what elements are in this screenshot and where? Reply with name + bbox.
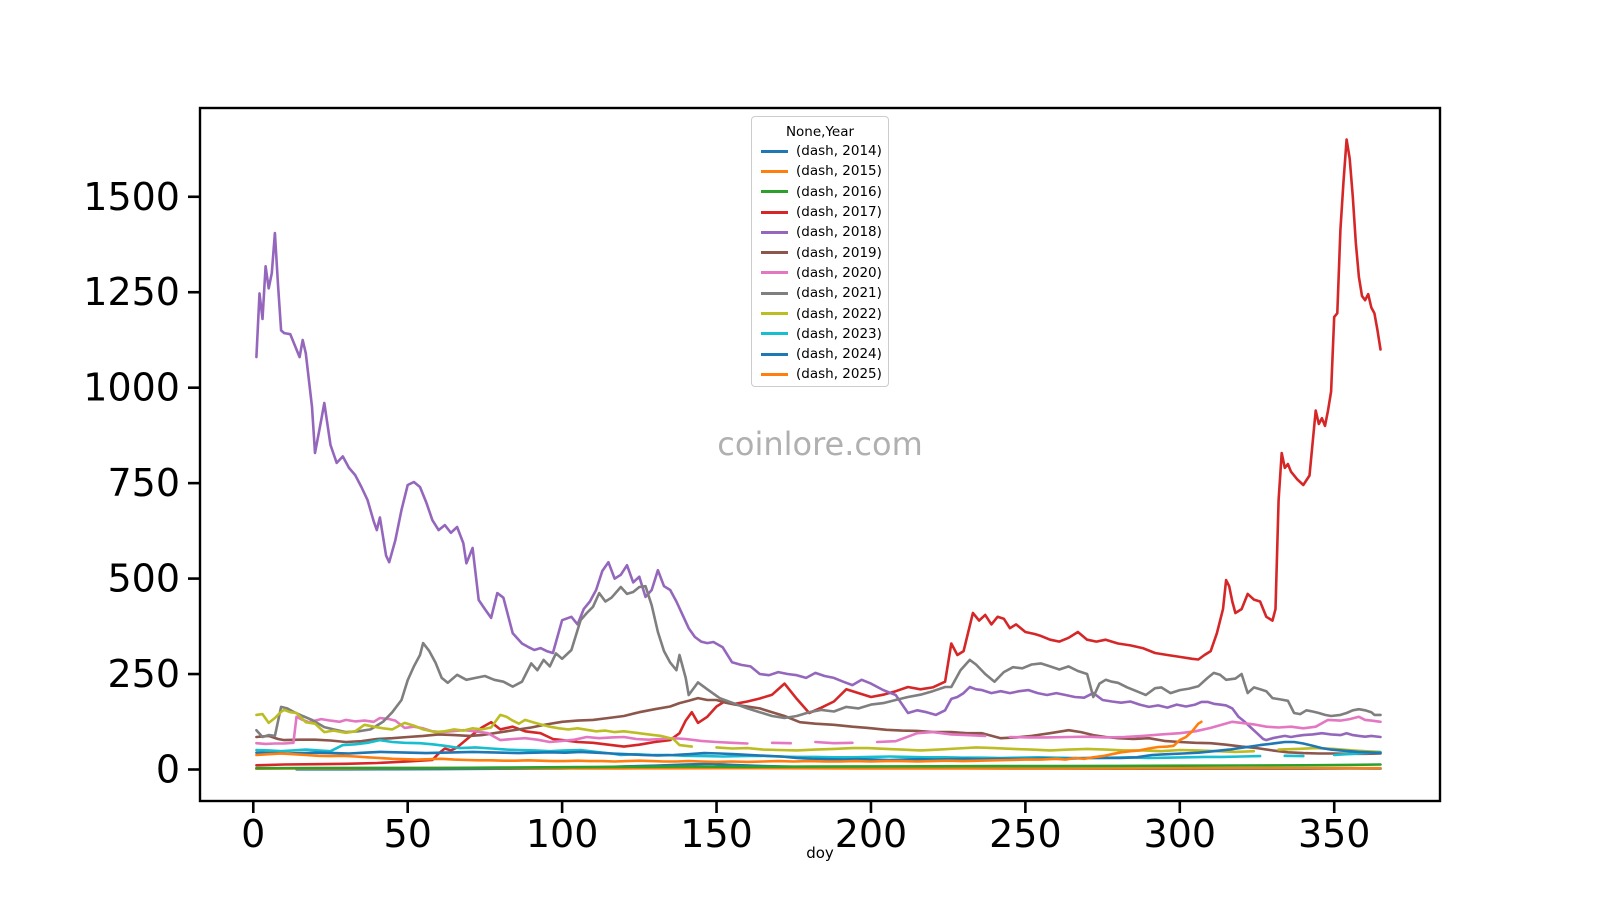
legend-item-label: (dash, 2016) [796, 183, 882, 200]
legend-item-dash-2021: (dash, 2021) [752, 283, 888, 303]
series-line-2025 [255, 720, 1203, 764]
legend-line-swatch [761, 352, 788, 356]
legend-item-dash-2017: (dash, 2017) [752, 202, 888, 222]
series-layer [255, 138, 1382, 771]
x-tick-label: 200 [835, 812, 908, 856]
y-tick-label: 1000 [83, 366, 180, 410]
legend-line-swatch [761, 312, 788, 316]
x-tick-label: 0 [241, 812, 265, 856]
ticks-layer: 0 50 100 150 200 250 300 350 0 250 500 750 1000 1250 1… [83, 175, 1370, 856]
legend-item-dash-2014: (dash, 2014) [752, 141, 888, 161]
y-tick-label: 500 [107, 557, 180, 601]
legend-line-swatch [761, 291, 788, 295]
legend-item-label: (dash, 2018) [796, 224, 882, 241]
y-tick-label: 0 [156, 748, 180, 792]
x-tick-label: 300 [1144, 812, 1217, 856]
y-tick-label: 1250 [83, 270, 180, 314]
legend-line-swatch [761, 372, 788, 376]
legend-item-label: (dash, 2017) [796, 204, 882, 221]
legend-item-label: (dash, 2025) [796, 366, 882, 383]
legend-line-swatch [761, 169, 788, 173]
legend-rows: (dash, 2014) (dash, 2015) (dash, 2016) (das… [752, 141, 888, 385]
legend-line-swatch [761, 149, 788, 153]
series-line-2017 [255, 138, 1382, 767]
legend-item-label: (dash, 2015) [796, 163, 882, 180]
x-tick-label: 150 [680, 812, 753, 856]
legend-item-dash-2025: (dash, 2025) [752, 364, 888, 384]
legend-line-swatch [761, 332, 788, 336]
legend-item-label: (dash, 2020) [796, 264, 882, 281]
legend-item-dash-2024: (dash, 2024) [752, 344, 888, 364]
series-line-2024 [255, 740, 1382, 762]
legend-title: None,Year [785, 124, 855, 140]
series-line-2019 [255, 696, 1382, 756]
x-tick-label: 50 [384, 812, 432, 856]
legend-item-label: (dash, 2021) [796, 285, 882, 302]
legend-box: None,Year (dash, 2014) (dash, 2015) (dash,… [751, 116, 889, 387]
legend-line-swatch [761, 251, 788, 255]
series-line-2018 [255, 231, 1382, 742]
x-tick-label: 250 [989, 812, 1062, 856]
legend-line-swatch [761, 271, 788, 275]
legend-item-label: (dash, 2023) [796, 325, 882, 342]
watermark-text: coinlore.com [717, 425, 922, 463]
legend-line-swatch [761, 190, 788, 194]
legend-item-dash-2022: (dash, 2022) [752, 303, 888, 323]
legend-item-dash-2016: (dash, 2016) [752, 182, 888, 202]
legend-item-label: (dash, 2019) [796, 244, 882, 261]
x-tick-label: 350 [1298, 812, 1371, 856]
legend-item-label: (dash, 2022) [796, 305, 882, 322]
legend-line-swatch [761, 230, 788, 234]
legend-item-dash-2020: (dash, 2020) [752, 263, 888, 283]
legend-item-label: (dash, 2024) [796, 346, 882, 363]
legend-item-dash-2023: (dash, 2023) [752, 324, 888, 344]
legend-line-swatch [761, 210, 788, 214]
y-tick-label: 1500 [83, 175, 180, 219]
x-axis-label: doy [806, 844, 834, 862]
legend-item-dash-2018: (dash, 2018) [752, 222, 888, 242]
legend-item-label: (dash, 2014) [796, 143, 882, 160]
legend-item-dash-2019: (dash, 2019) [752, 242, 888, 262]
y-tick-label: 250 [107, 652, 180, 696]
x-tick-label: 100 [526, 812, 599, 856]
y-tick-label: 750 [107, 461, 180, 505]
legend-item-dash-2015: (dash, 2015) [752, 161, 888, 181]
series-line-2016 [255, 763, 1382, 770]
series-line-2021 [255, 584, 1382, 739]
